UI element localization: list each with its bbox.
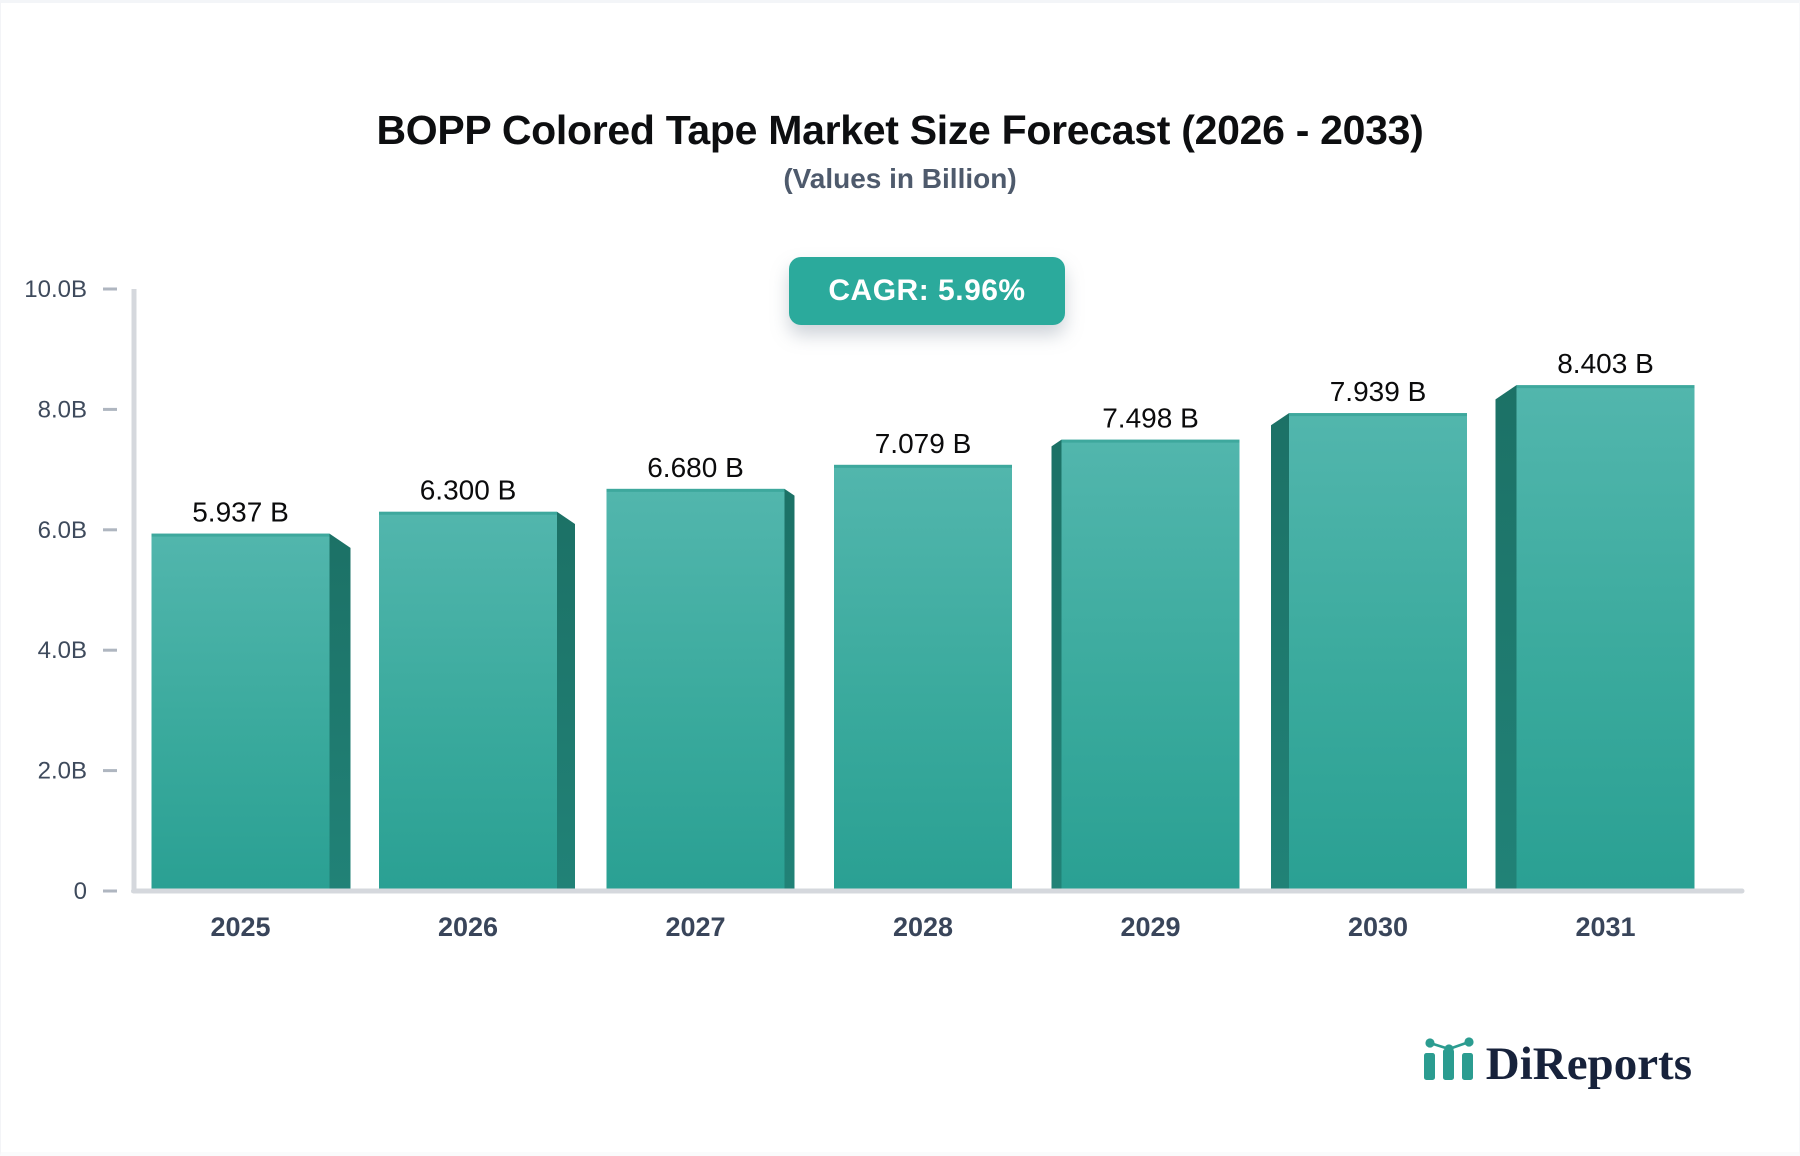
bar-value-label: 7.498 B bbox=[1102, 403, 1199, 434]
y-tick-label: 2.0B bbox=[38, 758, 87, 785]
y-tick-dash bbox=[103, 528, 117, 532]
x-axis-label: 2029 bbox=[1120, 912, 1180, 942]
bar-value-label: 5.937 B bbox=[192, 497, 289, 528]
x-axis-line bbox=[131, 888, 1745, 894]
bar-top-edge bbox=[1516, 385, 1695, 389]
bar-group: 7.079 B bbox=[834, 428, 1012, 891]
bar-top-edge bbox=[1289, 413, 1467, 417]
bar-line-chart-icon bbox=[1423, 1037, 1474, 1080]
y-tick-label: 6.0B bbox=[38, 517, 87, 544]
y-tick-dash bbox=[103, 769, 117, 773]
y-tick-label: 0 bbox=[74, 878, 87, 905]
y-tick-dash bbox=[103, 889, 117, 893]
bar-top-edge bbox=[151, 533, 330, 537]
bar-side bbox=[784, 488, 795, 891]
bar-group: 5.937 B bbox=[151, 497, 351, 891]
bar-group: 7.498 B bbox=[1051, 403, 1240, 891]
bar-top-edge bbox=[834, 464, 1012, 468]
bar-side bbox=[1495, 385, 1517, 891]
bar-face bbox=[1289, 413, 1467, 891]
bar-face bbox=[379, 511, 557, 891]
bar-group: 8.403 B bbox=[1495, 348, 1695, 891]
x-axis-label: 2028 bbox=[893, 912, 953, 942]
bar-top-edge bbox=[1061, 439, 1240, 443]
bar-value-label: 6.680 B bbox=[647, 452, 744, 483]
bar-group: 6.300 B bbox=[379, 475, 575, 891]
bar-face bbox=[834, 464, 1012, 891]
bar-chart: 0 2.0B 4.0B 6.0B 8.0B 10.0B 5.937 B 6.300 B 6.68… bbox=[24, 276, 1745, 942]
x-axis-label: 2027 bbox=[665, 912, 725, 942]
bar-side bbox=[1271, 413, 1289, 891]
y-tick-label: 8.0B bbox=[38, 396, 87, 423]
y-axis-line bbox=[131, 289, 137, 893]
y-tick-label: 4.0B bbox=[38, 637, 87, 664]
x-axis-label: 2031 bbox=[1575, 912, 1635, 942]
bar-value-label: 7.079 B bbox=[875, 428, 972, 459]
bar-top-edge bbox=[606, 488, 785, 492]
bar-face bbox=[1061, 439, 1240, 891]
bar-value-label: 7.939 B bbox=[1330, 376, 1427, 407]
bar-side bbox=[1051, 439, 1062, 891]
y-tick-dash bbox=[103, 287, 117, 291]
bar-value-label: 8.403 B bbox=[1557, 348, 1654, 379]
bar-face bbox=[151, 533, 330, 891]
bar-top-edge bbox=[379, 511, 557, 515]
bar-side bbox=[557, 511, 575, 891]
y-tick-dash bbox=[103, 407, 117, 411]
bar-group: 6.680 B bbox=[606, 452, 795, 891]
bar-face bbox=[1516, 385, 1695, 891]
bar-value-label: 6.300 B bbox=[420, 475, 517, 506]
bar-side bbox=[329, 533, 351, 891]
x-axis-label: 2025 bbox=[210, 912, 270, 942]
x-axis-label: 2030 bbox=[1348, 912, 1408, 942]
y-tick-label: 10.0B bbox=[24, 276, 87, 303]
page-subtitle: (Values in Billion) bbox=[783, 163, 1017, 194]
brand-logo: DiReports bbox=[1423, 1034, 1692, 1088]
brand-name: DiReports bbox=[1485, 1038, 1692, 1090]
cagr-badge: CAGR: 5.96% bbox=[789, 257, 1065, 325]
x-axis-label: 2026 bbox=[438, 912, 498, 942]
bar-face bbox=[606, 488, 785, 891]
y-tick-dash bbox=[103, 648, 117, 652]
bar-group: 7.939 B bbox=[1271, 376, 1467, 891]
page-title: BOPP Colored Tape Market Size Forecast (… bbox=[376, 107, 1424, 153]
